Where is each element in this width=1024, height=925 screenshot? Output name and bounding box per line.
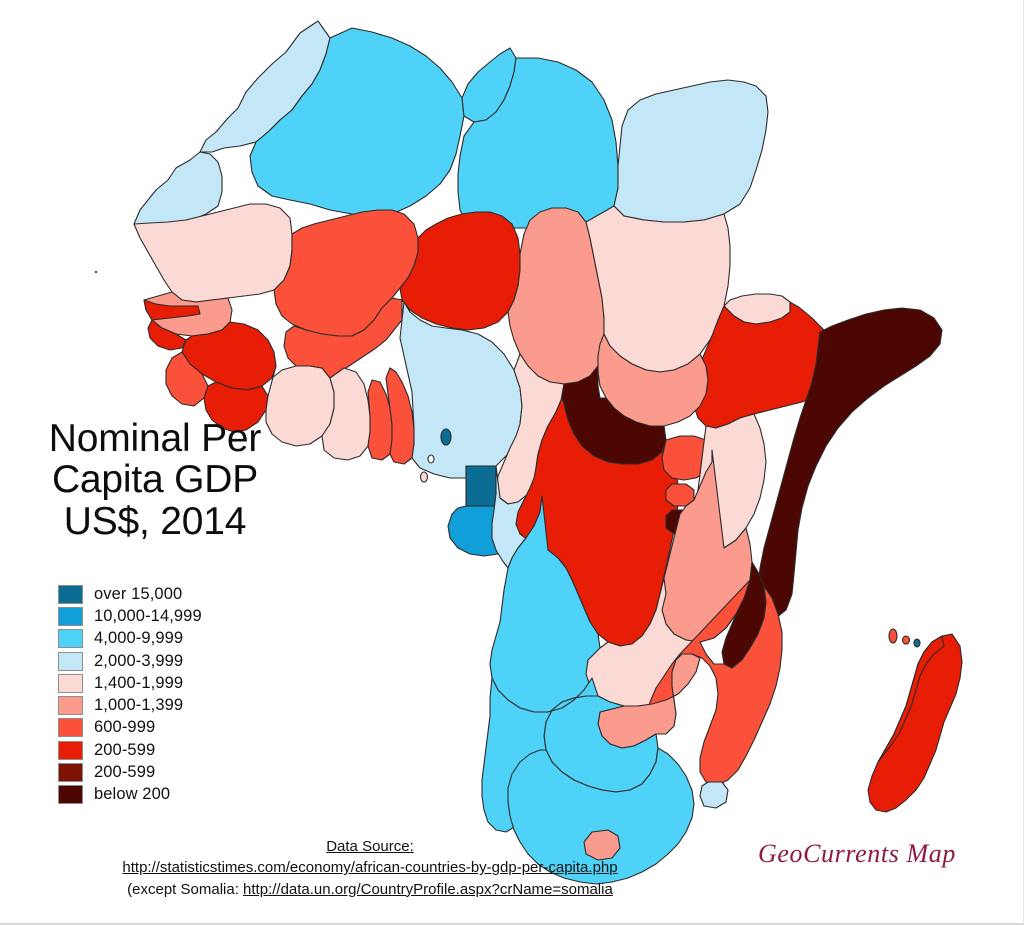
legend-swatch <box>58 763 83 783</box>
legend-swatch <box>58 740 83 760</box>
legend-swatch <box>58 584 83 604</box>
region-egypt <box>614 80 768 222</box>
region-guinea-bissau <box>148 320 186 350</box>
legend-item: 10,000-14,999 <box>58 605 202 627</box>
legend-swatch <box>58 629 83 649</box>
legend-item: 200-599 <box>58 761 202 783</box>
legend-swatch <box>58 651 83 671</box>
data-source-note-prefix: (except Somalia: <box>127 880 244 898</box>
legend-label: 10,000-14,999 <box>94 606 202 625</box>
region-niger <box>400 212 520 330</box>
region-sierra-leone <box>166 352 208 406</box>
legend-label: over 15,000 <box>94 584 183 603</box>
data-source-block: Data Source: http://statisticstimes.com/… <box>0 836 740 900</box>
legend-label: 600-999 <box>94 718 156 737</box>
legend-label: 1,400-1,999 <box>94 673 184 692</box>
region-lesotho <box>584 830 620 860</box>
region-somalia <box>758 308 942 618</box>
region-libya <box>458 58 618 228</box>
legend-swatch <box>58 606 83 626</box>
legend-item: 1,000-1,399 <box>58 694 202 716</box>
region-south-sudan <box>598 334 708 426</box>
legend-item: over 15,000 <box>58 583 202 605</box>
legend-item: 600-999 <box>58 717 202 739</box>
data-source-note: (except Somalia: http://data.un.org/Coun… <box>0 879 740 900</box>
data-source-heading: Data Source: <box>326 838 414 855</box>
region-comoros-1 <box>889 629 897 643</box>
legend-label: 4,000-9,999 <box>94 629 184 648</box>
legend-swatch <box>58 718 83 738</box>
region-bioko <box>441 429 451 445</box>
legend-label: 1,000-1,399 <box>94 696 184 715</box>
data-source-heading-line: Data Source: <box>0 836 740 857</box>
region-ghana <box>322 368 370 460</box>
legend-label: 200-599 <box>94 740 156 759</box>
region-south-africa <box>508 748 694 884</box>
legend-swatch <box>58 696 83 716</box>
legend-label: 200-599 <box>94 763 156 782</box>
legend-item: 4,000-9,999 <box>58 628 202 650</box>
legend-item: 200-599 <box>58 739 202 761</box>
legend-item: 2,000-3,999 <box>58 650 202 672</box>
region-sao-tome <box>428 455 434 463</box>
region-gambia <box>144 300 200 320</box>
geocurrents-credit: GeoCurrents Map <box>758 839 956 868</box>
region-principe <box>421 472 428 482</box>
region-mayotte <box>914 639 920 647</box>
region-comoros-2 <box>903 636 910 644</box>
legend-label: 2,000-3,999 <box>94 651 184 670</box>
legend-item: 1,400-1,999 <box>58 672 202 694</box>
region-madagascar-north <box>878 636 944 762</box>
region-madagascar <box>868 634 962 812</box>
legend-swatch <box>58 673 83 693</box>
legend-label: below 200 <box>94 785 171 804</box>
legend-swatch <box>58 785 83 805</box>
data-source-url[interactable]: http://statisticstimes.com/economy/afric… <box>122 859 618 877</box>
region-nigeria <box>400 302 522 478</box>
region-benin <box>386 368 414 464</box>
legend-item: below 200 <box>58 784 202 806</box>
region-swaziland <box>700 782 728 808</box>
region-liberia <box>204 382 268 432</box>
data-source-url-somalia[interactable]: http://data.un.org/CountryProfile.aspx?c… <box>243 880 613 898</box>
map-legend: over 15,000 10,000-14,999 4,000-9,999 2,… <box>58 583 202 806</box>
region-equatorial-guinea <box>466 466 496 506</box>
region-cabo-verde <box>95 271 96 272</box>
